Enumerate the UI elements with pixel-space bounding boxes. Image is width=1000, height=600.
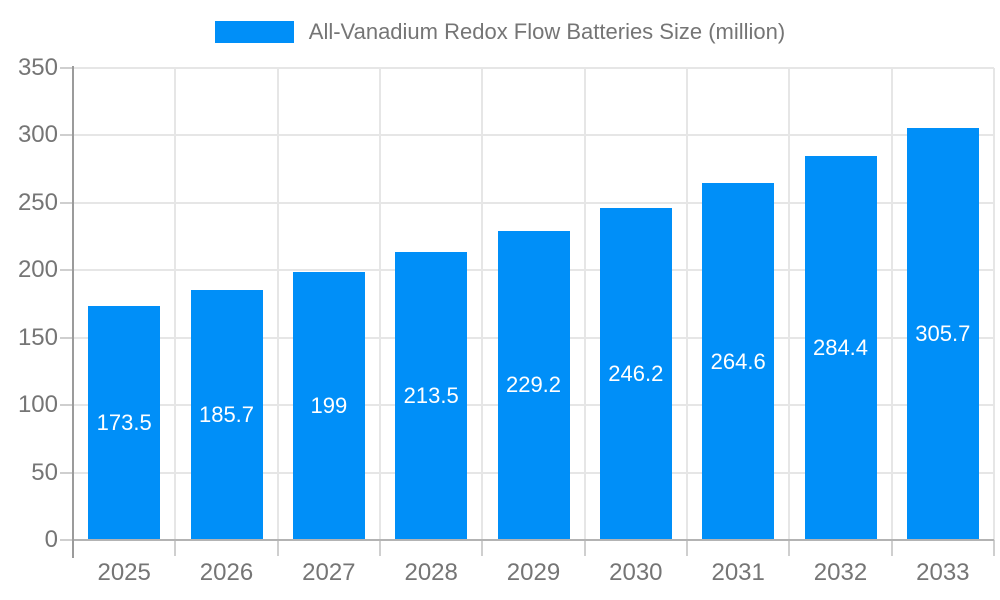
bar-2029[interactable]: 229.2 [497,230,570,540]
x-axis-tick [481,540,484,556]
y-axis-tick [60,471,73,474]
legend-series-label: All-Vanadium Redox Flow Batteries Size (… [308,19,786,44]
bar-value-label: 246.2 [608,360,664,386]
y-axis-label: 50 [31,458,58,486]
x-axis-label-2028: 2028 [404,559,458,586]
x-axis-tick [583,540,586,556]
gridline-h [73,201,994,204]
y-axis-label: 300 [17,121,58,149]
gridline-v [788,68,791,540]
gridline-v [174,68,177,540]
bar-2031[interactable]: 264.6 [702,183,775,540]
bar-value-label: 213.5 [403,383,459,409]
y-axis-label: 0 [44,526,58,553]
x-axis-label-2030: 2030 [609,559,663,586]
bar-2026[interactable]: 185.7 [190,289,263,540]
y-axis-tick [60,201,73,204]
x-axis-label-2032: 2032 [813,559,868,586]
gridline-v [379,68,381,540]
bar-2030[interactable]: 246.2 [599,207,672,540]
bar-value-label: 185.7 [198,401,255,427]
x-axis-tick [379,540,381,556]
x-axis-tick [788,540,791,556]
legend-swatch [214,21,294,43]
x-axis-tick [686,540,688,556]
y-axis-label: 200 [17,256,58,284]
gridline-h [73,67,994,69]
bar-value-label: 284.4 [812,335,869,361]
y-axis-tick [60,269,73,272]
x-axis-label-2027: 2027 [302,559,356,586]
x-axis-tick [276,540,279,556]
gridline-v [583,68,586,540]
y-axis-tick [60,67,73,69]
legend[interactable]: All-Vanadium Redox Flow Batteries Size (… [0,17,1000,47]
bar-value-label: 229.2 [505,372,562,398]
y-axis-tick [60,404,73,407]
bar-value-label: 305.7 [915,320,971,346]
x-axis-label-2026: 2026 [199,559,254,586]
y-axis-tick [60,336,73,339]
y-axis-tick [60,539,73,541]
gridline-v [686,68,688,540]
y-axis-tick [60,134,73,137]
y-axis-label: 250 [17,188,58,216]
bar-2032[interactable]: 284.4 [804,156,877,540]
bar-2025[interactable]: 173.5 [88,306,161,540]
y-axis-label: 150 [17,323,58,351]
gridline-h [73,134,994,137]
gridline-v [276,68,279,540]
gridline-v [993,68,995,540]
x-axis-tick [890,540,893,556]
x-axis-tick [174,540,177,556]
x-axis-tick [993,540,995,556]
x-axis-label-2031: 2031 [711,559,765,586]
y-axis-label: 100 [17,391,58,419]
y-axis-label: 350 [17,54,58,81]
bar-value-label: 264.6 [710,348,766,374]
bar-value-label: 173.5 [96,410,152,435]
x-axis-label-2025: 2025 [97,559,151,586]
bar-2033[interactable]: 305.7 [906,127,979,540]
x-axis-label-2033: 2033 [916,559,970,586]
gridline-v [481,68,484,540]
x-axis-line [73,539,994,541]
bar-2027[interactable]: 199 [292,271,365,540]
gridline-v [890,68,893,540]
x-axis-label-2029: 2029 [506,559,561,586]
bar-2028[interactable]: 213.5 [395,252,468,540]
y-axis-line [72,66,74,558]
bar-value-label: 199 [310,392,348,418]
